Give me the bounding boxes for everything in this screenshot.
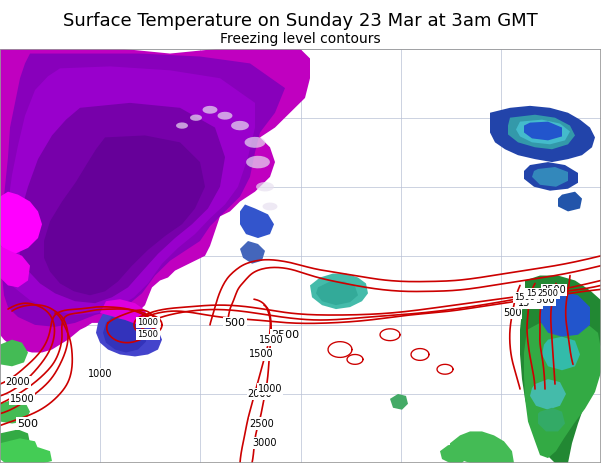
Polygon shape: [44, 136, 205, 295]
Text: 1500: 1500: [249, 350, 273, 359]
Polygon shape: [516, 119, 570, 144]
Polygon shape: [0, 399, 30, 424]
Text: 1000: 1000: [88, 369, 112, 379]
Polygon shape: [18, 103, 225, 303]
Polygon shape: [310, 274, 368, 309]
Polygon shape: [390, 394, 408, 410]
Polygon shape: [524, 122, 562, 140]
Polygon shape: [542, 337, 580, 370]
Text: 1500: 1500: [258, 335, 283, 344]
Polygon shape: [256, 182, 274, 192]
Text: 2000: 2000: [5, 377, 30, 387]
Text: 1500: 1500: [531, 295, 555, 305]
Polygon shape: [520, 275, 601, 463]
Text: 1500: 1500: [138, 330, 159, 339]
Polygon shape: [245, 137, 266, 148]
Polygon shape: [0, 438, 40, 463]
Polygon shape: [490, 106, 595, 162]
Polygon shape: [0, 340, 28, 366]
Polygon shape: [176, 122, 188, 129]
Polygon shape: [538, 408, 565, 432]
Polygon shape: [22, 447, 52, 463]
Text: 1500: 1500: [514, 293, 535, 302]
Text: 2500: 2500: [537, 289, 558, 298]
Text: 2000: 2000: [248, 389, 272, 399]
Polygon shape: [190, 114, 202, 121]
Text: 500: 500: [503, 308, 521, 318]
Polygon shape: [5, 66, 255, 315]
Polygon shape: [0, 49, 310, 352]
Text: 1500: 1500: [526, 289, 548, 298]
Polygon shape: [0, 192, 42, 254]
Text: 2500: 2500: [249, 419, 275, 429]
Polygon shape: [240, 241, 265, 264]
Text: Surface Temperature on Sunday 23 Mar at 3am GMT: Surface Temperature on Sunday 23 Mar at …: [63, 12, 538, 30]
Polygon shape: [440, 443, 468, 463]
Text: 500: 500: [17, 419, 38, 429]
Text: 1000: 1000: [138, 319, 159, 327]
Polygon shape: [246, 156, 270, 169]
Polygon shape: [316, 282, 358, 305]
Polygon shape: [532, 167, 568, 187]
Polygon shape: [231, 121, 249, 130]
Text: 2500: 2500: [542, 285, 566, 295]
Polygon shape: [524, 320, 601, 458]
Polygon shape: [240, 205, 274, 238]
Text: 1500: 1500: [10, 394, 34, 404]
Polygon shape: [524, 162, 578, 191]
Text: 1500: 1500: [517, 298, 542, 308]
Text: Freezing level contours: Freezing level contours: [220, 32, 381, 46]
Polygon shape: [558, 192, 582, 212]
Polygon shape: [530, 379, 566, 410]
Polygon shape: [96, 310, 162, 357]
Polygon shape: [540, 291, 590, 337]
Polygon shape: [203, 106, 218, 114]
Polygon shape: [450, 432, 514, 463]
Text: 500: 500: [225, 318, 245, 328]
Text: 1000: 1000: [258, 384, 282, 394]
Polygon shape: [508, 115, 575, 149]
Polygon shape: [0, 246, 30, 288]
Polygon shape: [0, 430, 30, 451]
Polygon shape: [2, 54, 285, 327]
Polygon shape: [100, 299, 148, 325]
Polygon shape: [103, 317, 146, 352]
Text: 2500: 2500: [271, 330, 299, 340]
Polygon shape: [218, 112, 233, 119]
Polygon shape: [263, 202, 278, 210]
Text: 3000: 3000: [253, 438, 277, 448]
